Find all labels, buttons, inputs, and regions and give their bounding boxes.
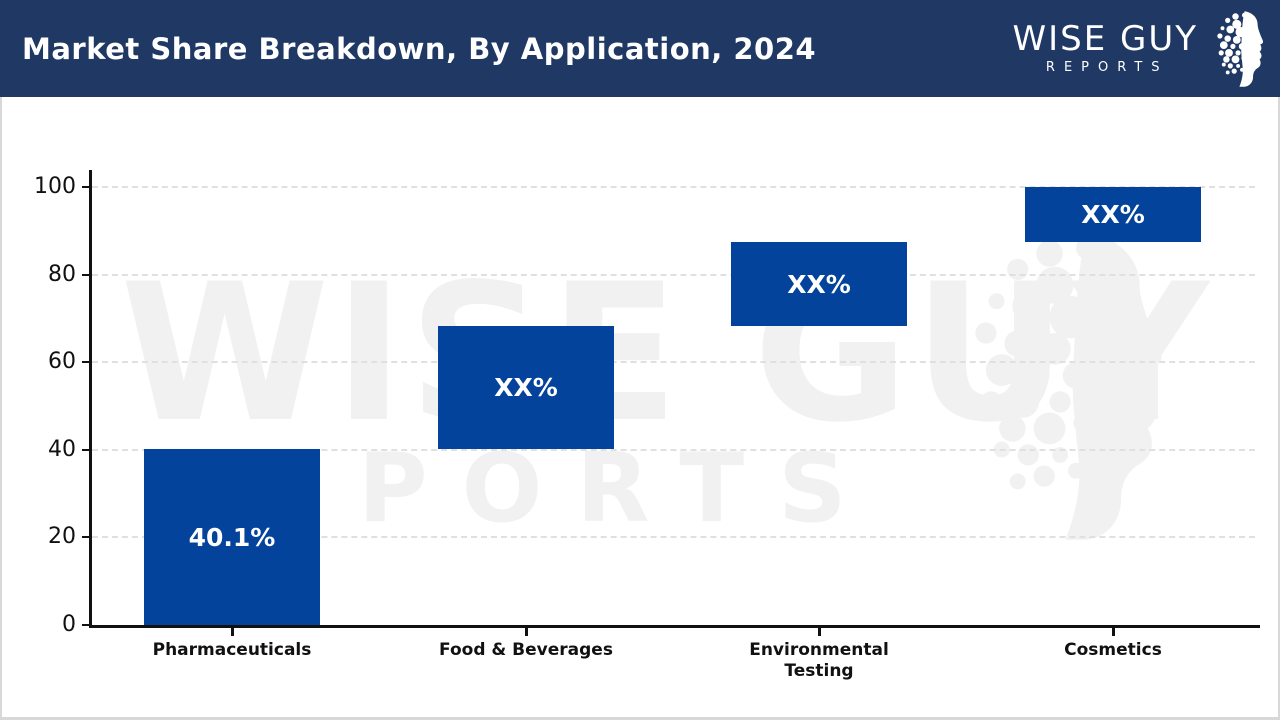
x-axis-line: [89, 625, 1260, 628]
gridline: [92, 186, 1255, 188]
y-tick-mark: [82, 536, 92, 539]
gridline: [92, 448, 1255, 451]
x-tick-mark: [524, 628, 528, 636]
category-label: Food & Beverages: [439, 640, 613, 660]
x-tick-mark: [1111, 628, 1115, 636]
y-tick-label: 100: [34, 174, 76, 199]
category-label: Pharmaceuticals: [152, 640, 312, 660]
logo-tagline: REPORTS: [1045, 60, 1169, 75]
x-tick-mark: [230, 628, 234, 636]
bar-value-label: XX%: [787, 269, 851, 299]
category-label: Cosmetics: [1064, 640, 1162, 660]
y-tick-mark: [82, 186, 92, 188]
y-tick-label: 0: [62, 612, 76, 637]
y-axis-line: [89, 170, 92, 628]
header-bar: Market Share Breakdown, By Application, …: [0, 0, 1280, 97]
bar-value-label: XX%: [494, 373, 558, 403]
bar-cosmetics: XX%: [1025, 187, 1201, 243]
y-tick-label: 80: [48, 261, 76, 287]
page-title: Market Share Breakdown, By Application, …: [22, 31, 817, 66]
bar-food-beverages: XX%: [438, 325, 614, 450]
category-label: Environmental Testing: [749, 640, 889, 682]
y-tick-mark: [82, 273, 92, 276]
y-tick-mark: [82, 361, 92, 364]
y-tick-mark: [82, 448, 92, 451]
y-tick-label: 60: [48, 349, 76, 375]
gridline: [92, 536, 1255, 539]
wiseguy-logo: WISE GUY REPORTS: [1012, 7, 1268, 91]
bar-value-label: 40.1%: [188, 522, 276, 552]
y-tick-mark: [82, 624, 92, 626]
chart-canvas: WISE GUY REPORTS 0 20 40 60 80 100 40.1% XX% XX%…: [0, 97, 1280, 720]
bar-pharmaceuticals: 40.1%: [144, 449, 320, 625]
face-profile-icon: [1190, 7, 1268, 91]
gridline: [92, 361, 1255, 364]
bar-environmental-testing: XX%: [731, 242, 907, 326]
y-tick-label: 40: [48, 436, 76, 462]
logo-name: WISE GUY: [1012, 19, 1198, 59]
watermark-face-icon: [864, 219, 1182, 553]
logo-text: WISE GUY REPORTS: [1012, 22, 1198, 75]
gridline: [92, 273, 1255, 276]
y-tick-label: 20: [48, 524, 76, 550]
bar-value-label: XX%: [1081, 200, 1145, 230]
x-tick-mark: [817, 628, 821, 636]
